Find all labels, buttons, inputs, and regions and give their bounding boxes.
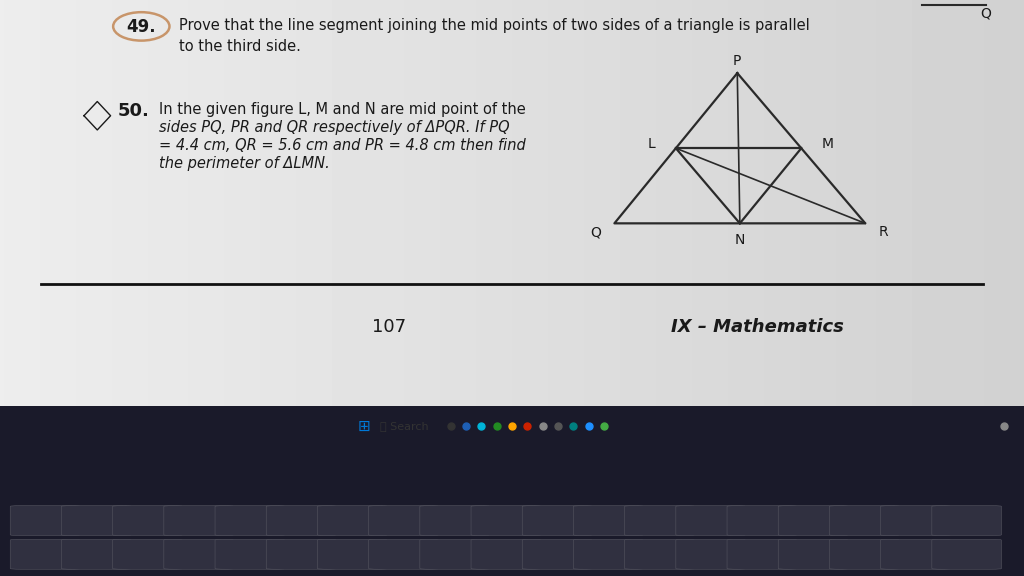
FancyBboxPatch shape [522,506,592,536]
FancyBboxPatch shape [215,539,285,569]
Text: N: N [734,233,745,248]
Text: 🔍 Search: 🔍 Search [380,421,429,431]
Text: Q: Q [981,6,991,20]
FancyBboxPatch shape [317,506,387,536]
Text: ⊞: ⊞ [357,419,370,434]
FancyBboxPatch shape [573,539,643,569]
FancyBboxPatch shape [471,539,541,569]
Text: 49.: 49. [127,18,156,36]
Text: P: P [733,54,741,68]
FancyBboxPatch shape [369,539,438,569]
Text: = 4.4 cm, QR = 5.6 cm and PR = 4.8 cm then find: = 4.4 cm, QR = 5.6 cm and PR = 4.8 cm th… [159,138,525,153]
FancyBboxPatch shape [471,506,541,536]
FancyBboxPatch shape [266,539,336,569]
Text: Prove that the line segment joining the mid points of two sides of a triangle is: Prove that the line segment joining the … [179,18,810,33]
Text: M: M [821,137,834,151]
FancyBboxPatch shape [829,506,899,536]
FancyBboxPatch shape [727,506,797,536]
Text: R: R [879,225,888,240]
FancyBboxPatch shape [10,506,80,536]
Text: Q: Q [590,225,601,240]
FancyBboxPatch shape [829,539,899,569]
FancyBboxPatch shape [113,539,182,569]
FancyBboxPatch shape [881,539,950,569]
FancyBboxPatch shape [778,539,848,569]
FancyBboxPatch shape [61,506,131,536]
FancyBboxPatch shape [727,539,797,569]
FancyBboxPatch shape [932,539,1001,569]
FancyBboxPatch shape [625,539,694,569]
Text: L: L [648,137,655,151]
FancyBboxPatch shape [317,539,387,569]
FancyBboxPatch shape [932,506,1001,536]
FancyBboxPatch shape [778,506,848,536]
FancyBboxPatch shape [113,506,182,536]
FancyBboxPatch shape [164,539,233,569]
Text: 50.: 50. [118,101,150,120]
FancyBboxPatch shape [573,506,643,536]
FancyBboxPatch shape [420,506,489,536]
Text: the perimeter of ΔLMN.: the perimeter of ΔLMN. [159,156,330,171]
FancyBboxPatch shape [420,539,489,569]
FancyBboxPatch shape [522,539,592,569]
FancyBboxPatch shape [266,506,336,536]
FancyBboxPatch shape [215,506,285,536]
FancyBboxPatch shape [676,506,745,536]
Text: to the third side.: to the third side. [179,39,301,54]
FancyBboxPatch shape [10,539,80,569]
Text: IX – Mathematics: IX – Mathematics [672,318,844,336]
FancyBboxPatch shape [61,539,131,569]
FancyBboxPatch shape [369,506,438,536]
FancyBboxPatch shape [164,506,233,536]
Text: sides PQ, PR and QR respectively of ΔPQR. If PQ: sides PQ, PR and QR respectively of ΔPQR… [159,120,509,135]
Text: 107: 107 [372,318,407,336]
Text: In the given figure L, M and N are mid point of the: In the given figure L, M and N are mid p… [159,101,525,116]
FancyBboxPatch shape [625,506,694,536]
FancyBboxPatch shape [676,539,745,569]
FancyBboxPatch shape [881,506,950,536]
